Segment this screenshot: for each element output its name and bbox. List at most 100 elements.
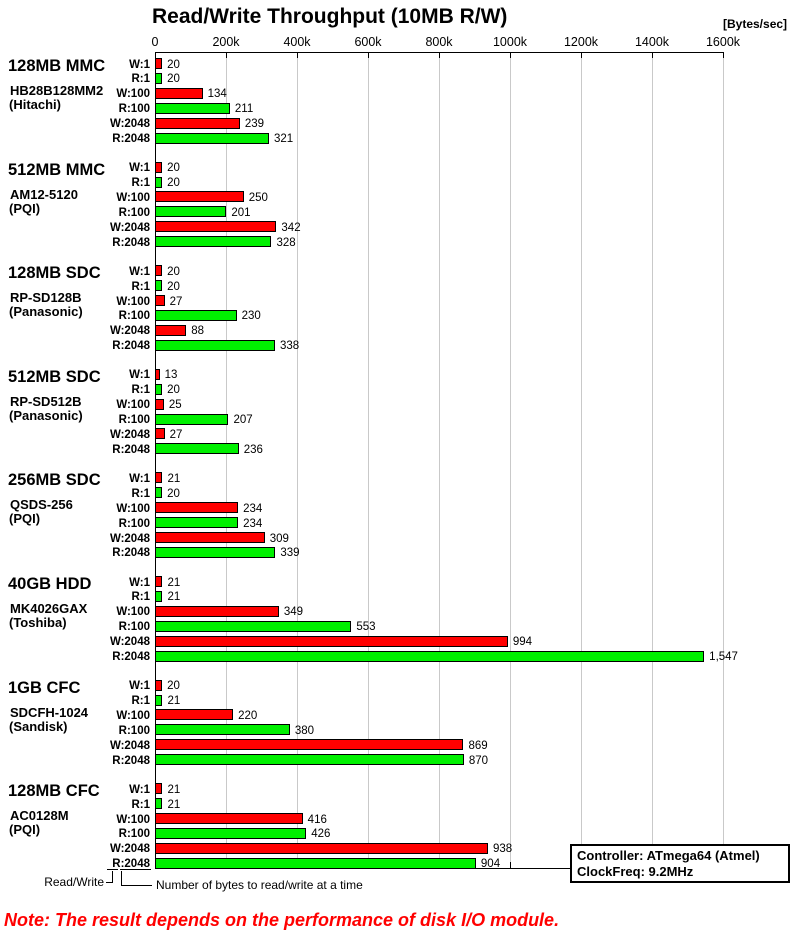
group-model: AC0128M	[10, 808, 69, 824]
gridline	[368, 52, 369, 868]
read-bar	[155, 443, 239, 455]
gridline	[439, 52, 440, 868]
read-bar	[155, 487, 163, 499]
group-name: 40GB HDD	[8, 575, 92, 593]
read-bar	[155, 280, 163, 292]
bar-value-label: 20	[167, 384, 180, 397]
gridline	[723, 52, 724, 868]
connector-bytes-horizontal	[121, 885, 152, 886]
read-bar	[155, 132, 269, 144]
write-bar	[155, 265, 163, 277]
write-bar	[155, 605, 279, 617]
write-bar	[155, 532, 265, 543]
group-model: SDCFH-1024	[10, 704, 89, 720]
bar-value-label: 20	[167, 162, 180, 175]
read-bar	[155, 724, 290, 736]
write-bar	[155, 117, 240, 129]
bar-row-label: R:100	[118, 310, 150, 323]
x-tick-label: 1200k	[563, 35, 599, 49]
bar-row-label: R:2048	[112, 340, 150, 353]
bar-row-label: W:1	[129, 58, 150, 71]
bar-value-label: 230	[241, 310, 261, 323]
axis-unit-label: [Bytes/sec]	[723, 17, 788, 31]
x-tick-label: 800k	[425, 35, 453, 49]
group-model: RP-SD128B	[10, 290, 82, 306]
bar-value-label: 20	[167, 73, 180, 86]
gridline	[226, 52, 227, 868]
bar-row-label: W:1	[129, 265, 150, 278]
bar-value-label: 416	[307, 813, 327, 826]
bar-value-label: 20	[167, 177, 180, 189]
bar-row-label: W:100	[116, 88, 150, 101]
bar-row-label: R:2048	[112, 754, 150, 767]
bar-value-label: 21	[167, 798, 181, 811]
annotation-bytes-at-a-time: Number of bytes to read/write at a time	[156, 878, 363, 892]
bar-value-label: 20	[167, 280, 180, 293]
group-maker: (Panasonic)	[9, 407, 83, 423]
group-maker: (Panasonic)	[9, 304, 83, 320]
bar-row-label: R:100	[118, 828, 150, 841]
bar-value-label: 328	[276, 236, 296, 249]
bar-row-label: W:1	[129, 472, 150, 485]
read-bar	[155, 754, 464, 766]
bar-row-label: W:2048	[109, 843, 150, 856]
x-tick-label: 0	[151, 35, 159, 49]
legend-clockfreq: ClockFreq: 9.2MHz	[577, 864, 694, 880]
bar-row-label: R:2048	[112, 547, 150, 560]
bar-value-label: 20	[167, 265, 180, 278]
bar-row-label: W:100	[116, 191, 150, 204]
bar-value-label: 994	[512, 636, 533, 649]
group-model: AM12-5120	[10, 186, 78, 202]
bar-row-label: R:1	[131, 798, 150, 811]
bar-value-label: 21	[167, 472, 181, 485]
read-bar	[155, 309, 237, 321]
bar-row-label: R:2048	[112, 236, 150, 249]
write-bar	[155, 576, 163, 587]
bar-value-label: 201	[231, 206, 251, 219]
write-bar	[155, 295, 165, 306]
read-bar	[155, 857, 476, 869]
bar-value-label: 321	[273, 133, 294, 145]
bar-row-label: W:1	[129, 369, 150, 382]
write-bar	[155, 813, 303, 824]
y-axis-line	[155, 52, 156, 868]
bar-row-label: R:1	[131, 177, 150, 189]
read-bar	[155, 206, 227, 218]
bar-row-label: W:100	[116, 399, 150, 412]
bar-row-label: W:2048	[109, 532, 150, 545]
x-tick-mark-top	[581, 52, 582, 58]
bar-value-label: 250	[248, 191, 268, 204]
gridline	[581, 52, 582, 868]
bar-row-label: W:1	[129, 783, 150, 796]
bar-row-label: W:100	[116, 502, 150, 515]
group-maker: (Hitachi)	[9, 97, 61, 112]
bar-row-label: R:1	[131, 591, 150, 604]
x-tick-mark-top	[439, 52, 440, 58]
read-bar	[155, 236, 272, 248]
bar-row-label: R:1	[131, 73, 150, 86]
read-bar	[155, 694, 163, 706]
group-maker: (PQI)	[9, 511, 41, 527]
legend-box: Controller: ATmega64 (Atmel) ClockFreq: …	[570, 844, 790, 883]
bar-value-label: 236	[243, 443, 263, 456]
bar-row-label: R:100	[118, 103, 150, 116]
write-bar	[155, 368, 160, 380]
read-bar	[155, 72, 163, 84]
bar-row-label: W:2048	[109, 739, 150, 752]
group-name: 128MB SDC	[8, 264, 101, 283]
group-name: 128MB CFC	[8, 782, 100, 801]
write-bar	[155, 428, 165, 440]
read-bar	[155, 827, 307, 839]
bar-row-label: R:1	[131, 280, 150, 293]
bar-value-label: 904	[480, 858, 501, 871]
connector-bytes-vertical	[121, 871, 122, 885]
bar-value-label: 870	[468, 754, 489, 767]
bar-row-label: R:100	[118, 621, 150, 634]
bar-value-label: 20	[167, 58, 180, 71]
bar-value-label: 134	[207, 88, 227, 101]
x-tick-label: 400k	[283, 35, 311, 49]
group-name: 512MB SDC	[8, 367, 101, 386]
connector-readwrite-vertical	[112, 871, 113, 882]
group-model: RP-SD512B	[10, 393, 82, 409]
bar-value-label: 1,547	[709, 651, 738, 663]
